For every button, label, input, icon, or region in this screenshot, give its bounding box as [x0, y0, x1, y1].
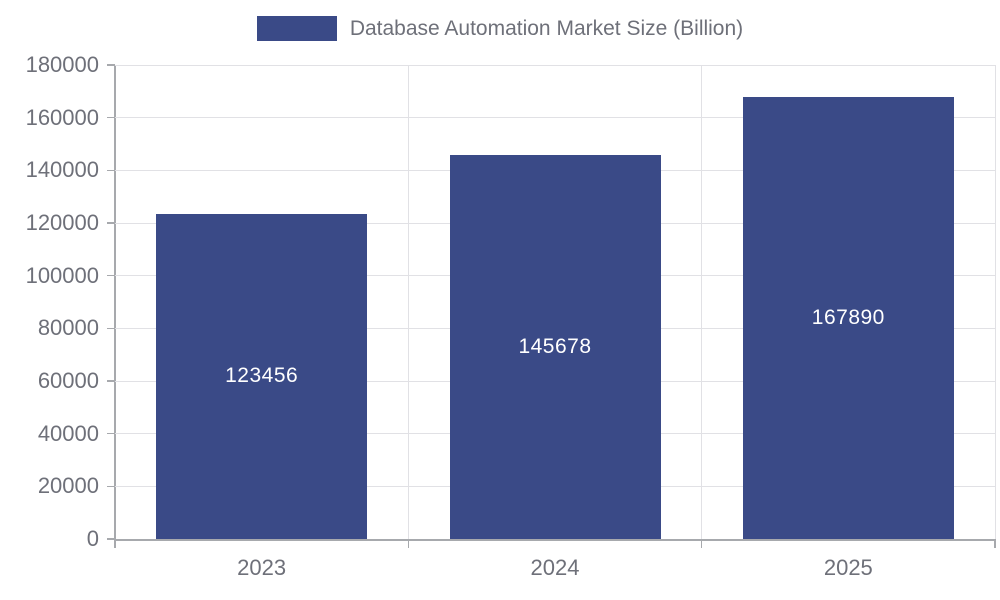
gridline-vertical	[701, 65, 703, 539]
x-tick-mark	[994, 539, 996, 548]
plot-area: 123456 145678 167890	[114, 64, 996, 541]
y-axis: 0 20000 40000 60000 80000 100000 120000 140000 1…	[0, 54, 115, 550]
gridline-horizontal	[115, 117, 995, 119]
x-tick-mark	[700, 539, 703, 548]
x-axis-line	[115, 539, 995, 541]
legend-label: Database Automation Market Size (Billion…	[349, 17, 744, 40]
y-tick-mark	[107, 116, 115, 119]
y-tick-label: 120000	[25, 210, 99, 235]
bar-2025: 167890	[742, 96, 954, 539]
y-tick-mark	[107, 274, 115, 277]
gridline-horizontal	[115, 64, 995, 66]
x-tick-label-2024: 2024	[530, 555, 580, 580]
x-axis: 2023 2024 2025	[114, 539, 996, 600]
bar-value-label: 167890	[811, 305, 885, 329]
bar-2024: 145678	[449, 155, 661, 539]
y-tick-mark	[107, 169, 115, 172]
bar-value-label: 145678	[518, 335, 592, 359]
y-tick-mark	[107, 64, 115, 66]
y-tick-mark	[107, 222, 115, 224]
legend-swatch-icon	[256, 16, 337, 41]
y-tick-label: 60000	[37, 368, 99, 393]
y-tick-label: 160000	[25, 104, 99, 130]
y-tick-label: 180000	[25, 52, 99, 77]
x-tick-label-2025: 2025	[823, 555, 873, 580]
x-tick-label-2023: 2023	[237, 555, 287, 580]
gridline-vertical	[407, 65, 409, 539]
y-tick-mark	[107, 538, 115, 540]
bar-2023: 123456	[156, 213, 368, 539]
y-tick-label: 100000	[25, 262, 99, 288]
y-tick-label: 40000	[37, 420, 99, 446]
y-axis-line	[114, 65, 116, 539]
y-tick-mark	[107, 327, 115, 330]
y-tick-mark	[107, 380, 115, 382]
y-tick-mark	[107, 485, 115, 488]
gridline-vertical	[994, 65, 996, 539]
legend[interactable]: Database Automation Market Size (Billion…	[0, 16, 1000, 41]
y-tick-label: 0	[86, 526, 99, 551]
bar-value-label: 123456	[225, 364, 299, 388]
y-tick-mark	[107, 432, 115, 435]
y-tick-label: 140000	[25, 157, 99, 183]
y-tick-label: 80000	[37, 315, 99, 341]
y-tick-label: 20000	[37, 473, 99, 499]
x-tick-mark	[114, 539, 116, 548]
x-tick-mark	[407, 539, 410, 548]
